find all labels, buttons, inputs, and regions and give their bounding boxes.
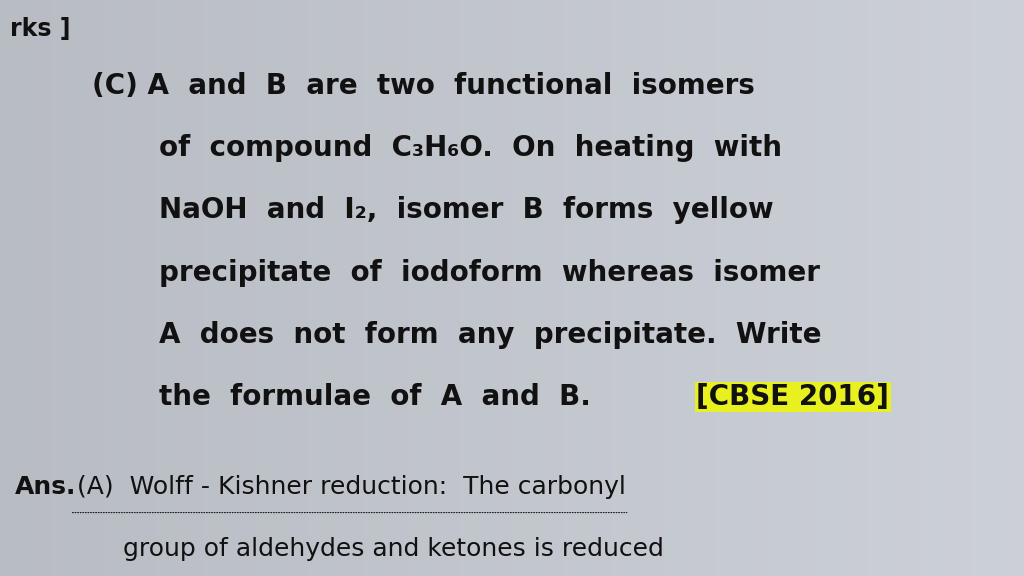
Text: (A)  Wolff - Kishner reduction:  The carbonyl: (A) Wolff - Kishner reduction: The carbo… <box>69 475 626 499</box>
Text: the  formulae  of  A  and  B.: the formulae of A and B. <box>159 383 591 411</box>
Text: NaOH  and  I₂,  isomer  B  forms  yellow: NaOH and I₂, isomer B forms yellow <box>159 196 773 225</box>
Text: Ans.: Ans. <box>15 475 77 499</box>
Text: of  compound  C₃H₆O.  On  heating  with: of compound C₃H₆O. On heating with <box>159 134 781 162</box>
Text: group of aldehydes and ketones is reduced: group of aldehydes and ketones is reduce… <box>123 537 664 562</box>
Text: (C) A  and  B  are  two  functional  isomers: (C) A and B are two functional isomers <box>92 72 755 100</box>
Text: rks ]: rks ] <box>10 17 71 41</box>
Text: [CBSE 2016]: [CBSE 2016] <box>696 383 889 411</box>
Text: A  does  not  form  any  precipitate.  Write: A does not form any precipitate. Write <box>159 321 821 349</box>
Text: precipitate  of  iodoform  whereas  isomer: precipitate of iodoform whereas isomer <box>159 259 820 287</box>
